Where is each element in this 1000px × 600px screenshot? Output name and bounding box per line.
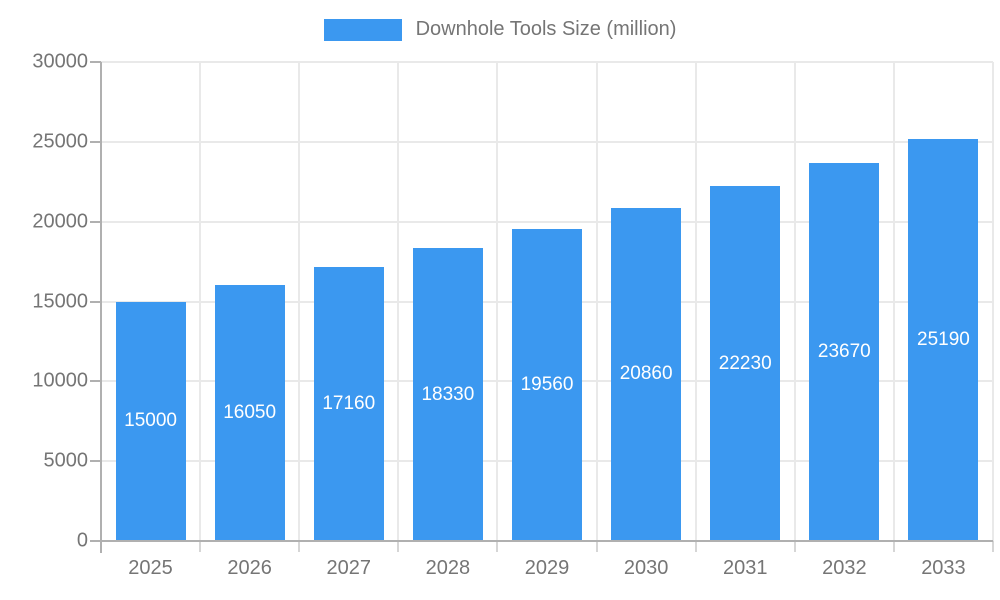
bar-2029[interactable]: 19560 — [512, 228, 582, 541]
y-axis-tick-label: 0 — [76, 529, 88, 552]
x-axis-tick — [793, 541, 796, 552]
x-axis-tick-label: 2032 — [822, 557, 867, 579]
x-axis-tick-label: 2027 — [326, 557, 372, 579]
y-axis-line — [100, 62, 102, 553]
x-axis-tick-label: 2031 — [722, 557, 768, 579]
y-axis-tick-label: 10000 — [32, 369, 88, 392]
x-axis-tick-label: 2025 — [128, 557, 173, 579]
x-axis-tick-label: 2030 — [623, 557, 669, 579]
x-gridline — [397, 62, 400, 541]
x-axis-tick — [694, 541, 697, 552]
bar-2033[interactable]: 25190 — [908, 138, 979, 541]
y-axis-tick-label: 20000 — [32, 210, 88, 233]
y-axis-tick — [90, 460, 101, 463]
y-axis-tick — [90, 61, 101, 63]
y-gridline — [101, 220, 993, 223]
bar-2031[interactable]: 22230 — [710, 186, 781, 541]
x-axis-tick — [496, 541, 499, 552]
bar-value-label: 23670 — [817, 341, 871, 363]
y-axis-tick — [90, 540, 101, 542]
bar-2032[interactable]: 23670 — [809, 163, 880, 541]
bar-value-label: 20860 — [619, 363, 673, 385]
x-gridline — [595, 62, 598, 541]
y-axis-tick — [90, 380, 101, 383]
bar-value-label: 16050 — [223, 401, 277, 423]
bar-value-label: 25190 — [917, 328, 970, 350]
y-gridline — [101, 140, 993, 143]
x-gridline — [496, 62, 499, 541]
x-axis-tick-label: 2033 — [921, 557, 966, 579]
y-axis-tick — [90, 220, 101, 223]
bar-2028[interactable]: 18330 — [412, 248, 483, 541]
x-gridline — [892, 62, 895, 541]
y-axis-tick — [90, 300, 101, 303]
bar-2025[interactable]: 15000 — [115, 301, 186, 541]
x-axis-tick-label: 2029 — [524, 557, 570, 579]
y-axis-tick-label: 25000 — [32, 130, 88, 153]
bar-value-label: 19560 — [520, 373, 574, 395]
x-gridline — [992, 62, 994, 541]
legend-label: Downhole Tools Size (million) — [415, 18, 677, 40]
x-gridline — [298, 62, 301, 541]
x-axis-line — [101, 540, 993, 542]
x-axis-tick — [992, 541, 994, 552]
bar-2030[interactable]: 20860 — [611, 207, 682, 541]
bar-value-label: 18330 — [421, 383, 475, 405]
x-axis-tick-label: 2028 — [425, 557, 471, 579]
legend-swatch — [323, 18, 402, 41]
bar-value-label: 17160 — [322, 392, 376, 414]
y-axis-tick-label: 30000 — [32, 50, 88, 73]
bar-value-label: 22230 — [718, 352, 772, 374]
bar-2026[interactable]: 16050 — [214, 284, 285, 541]
y-axis-tick-label: 15000 — [32, 290, 88, 312]
x-axis-tick — [397, 541, 400, 552]
y-axis-tick — [90, 140, 101, 143]
plot-area: 0 5000 10000 15000 20000 25000 30000 15000 2025 1… — [32, 51, 994, 579]
x-gridline — [793, 62, 796, 541]
x-gridline — [694, 62, 697, 541]
bar-2027[interactable]: 17160 — [313, 267, 384, 541]
y-gridline — [101, 61, 993, 63]
x-axis-tick — [199, 541, 202, 552]
x-axis-tick — [595, 541, 598, 552]
bar-value-label: 15000 — [124, 410, 177, 432]
x-axis-tick — [298, 541, 301, 552]
x-axis-tick — [892, 541, 895, 552]
legend: Downhole Tools Size (million) — [0, 18, 1000, 41]
x-axis-tick-label: 2026 — [227, 557, 272, 579]
x-gridline — [199, 62, 202, 541]
y-axis-tick-label: 5000 — [43, 449, 89, 472]
